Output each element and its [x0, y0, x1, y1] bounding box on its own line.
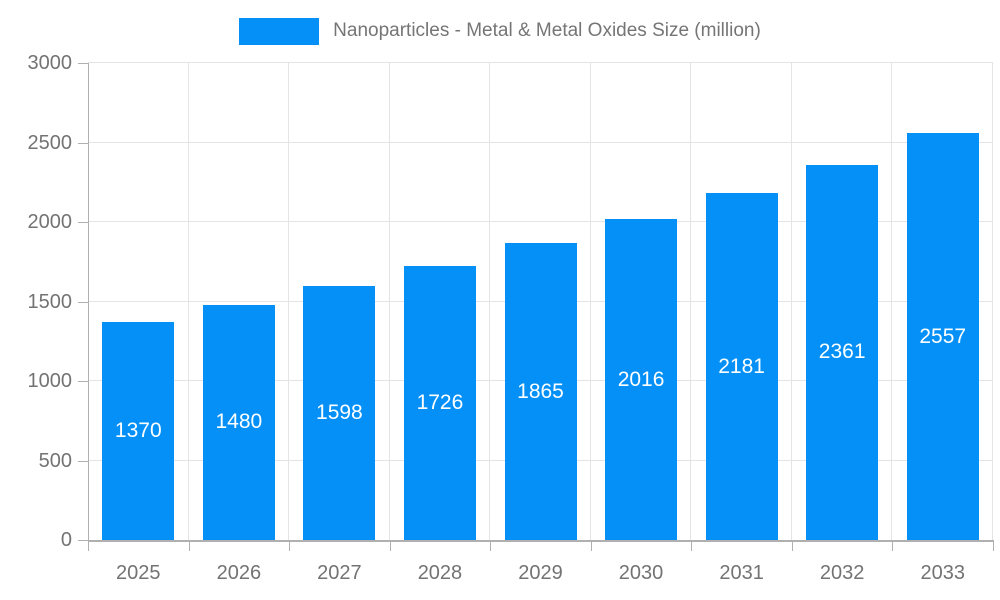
bar-value-label: 1865: [517, 379, 564, 403]
bar-value-label: 2557: [919, 324, 967, 348]
v-gridline: [589, 63, 591, 540]
v-gridline: [288, 63, 290, 540]
bar-2025: 1370: [102, 322, 175, 540]
y-axis-tick: [78, 460, 88, 462]
x-axis-tick: [590, 542, 592, 551]
bar-2033: 2557: [906, 133, 979, 540]
bar-2027: 1598: [303, 285, 376, 540]
bar-value-label: 1598: [316, 400, 363, 424]
y-axis-label: 1500: [27, 290, 73, 313]
x-axis-line: [88, 540, 994, 542]
bar-value-label: 1726: [416, 390, 464, 414]
y-axis-label: 1000: [27, 370, 73, 392]
x-axis-tick: [791, 542, 793, 551]
h-gridline: [88, 141, 993, 143]
y-axis-tick: [78, 540, 88, 541]
bar-2026: 1480: [202, 304, 275, 540]
y-axis-tick: [78, 381, 88, 382]
x-axis-label: 2026: [216, 562, 262, 584]
x-axis-label: 2030: [618, 562, 664, 584]
y-axis-label: 0: [60, 529, 72, 551]
x-axis-tick: [993, 542, 994, 551]
v-gridline: [891, 63, 893, 540]
bar-2031: 2181: [705, 193, 778, 540]
x-axis-label: 2032: [819, 562, 865, 584]
x-axis-tick: [490, 542, 492, 551]
x-axis-label: 2025: [116, 562, 161, 584]
y-axis-tick: [78, 63, 88, 64]
v-gridline: [187, 63, 189, 540]
bar-2030: 2016: [605, 219, 678, 540]
legend[interactable]: Nanoparticles - Metal & Metal Oxides Siz…: [0, 14, 1000, 48]
x-axis-tick: [892, 542, 894, 551]
x-axis-label: 2033: [920, 562, 965, 584]
v-gridline: [992, 63, 993, 540]
v-gridline: [388, 63, 390, 540]
y-axis-tick: [78, 142, 88, 144]
y-axis-label: 3000: [27, 52, 73, 74]
v-gridline: [690, 63, 692, 540]
bar-value-label: 2361: [818, 340, 866, 364]
bar-value-label: 1480: [215, 410, 263, 434]
legend-series-label: Nanoparticles - Metal & Metal Oxides Siz…: [333, 20, 761, 41]
h-gridline: [88, 62, 993, 63]
x-axis-tick: [188, 542, 190, 551]
bar-2028: 1726: [403, 265, 476, 540]
h-gridline: [88, 221, 993, 222]
bar-2032: 2361: [806, 164, 879, 540]
bar-value-label: 2181: [718, 354, 765, 378]
v-gridline: [489, 63, 491, 540]
y-axis-tick: [78, 301, 88, 303]
x-axis-tick: [389, 542, 391, 551]
y-axis-label: 500: [38, 449, 72, 472]
v-gridline: [790, 63, 792, 540]
x-axis-tick: [88, 542, 89, 551]
plot-area: 1370 1480 1598 1726 1865 2016 2181 2361 2557: [88, 62, 993, 540]
x-axis-label: 2031: [719, 562, 764, 584]
y-axis-tick: [78, 222, 88, 223]
x-axis-label: 2027: [317, 562, 362, 584]
bar-value-label: 1370: [114, 419, 162, 443]
bar-value-label: 2016: [617, 367, 665, 391]
bar-2029: 1865: [504, 243, 577, 540]
x-axis-label: 2029: [518, 562, 563, 584]
legend-swatch-icon: [239, 17, 320, 45]
y-axis-label: 2500: [27, 131, 73, 154]
y-axis-label: 2000: [27, 211, 73, 233]
y-axis-line: [88, 63, 89, 548]
x-axis-tick: [289, 542, 291, 551]
x-axis-tick: [691, 542, 693, 551]
x-axis-label: 2028: [417, 562, 463, 584]
